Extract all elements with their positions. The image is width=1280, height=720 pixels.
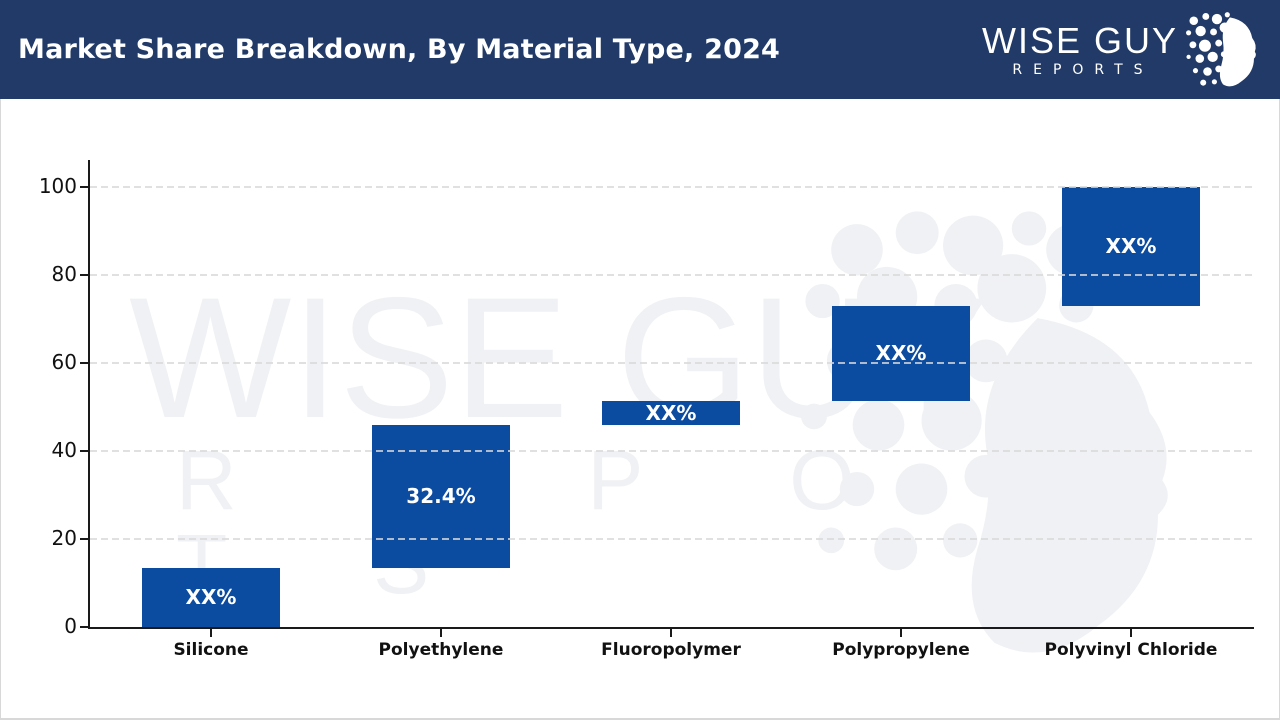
y-axis-tick-label: 80 (51, 262, 77, 286)
gridline (90, 538, 1254, 540)
gridline (90, 450, 1254, 452)
x-axis-category-label: Polyethylene (378, 640, 504, 660)
bar-value-label: XX% (185, 585, 237, 610)
y-axis-tick-mark (80, 274, 88, 276)
x-axis-category-label: Polypropylene (832, 640, 970, 660)
bar-value-label: 32.4% (406, 484, 476, 509)
y-axis-line (88, 160, 90, 629)
y-axis-tick-label: 20 (51, 526, 77, 550)
x-axis-line (88, 627, 1254, 629)
gridline (90, 362, 1254, 364)
y-axis-tick-label: 40 (51, 438, 77, 462)
brand-head-icon (1186, 11, 1256, 86)
brand-subname: REPORTS (1012, 61, 1154, 78)
y-axis-tick-mark (80, 362, 88, 364)
bar-value-label: XX% (645, 400, 697, 425)
y-axis-tick-label: 100 (38, 174, 77, 198)
x-axis-category-label: Silicone (173, 640, 249, 660)
bar-fluoropolymer: XX% (602, 400, 740, 426)
x-axis-category-label: Polyvinyl Chloride (1044, 640, 1218, 660)
x-axis-tick-mark (900, 629, 902, 637)
y-axis-tick-label: 60 (51, 350, 77, 374)
bar-polyvinyl-chloride: XX% (1062, 187, 1200, 306)
y-axis-tick-mark (80, 450, 88, 452)
brand-name: WISE GUY (981, 19, 1178, 61)
x-axis-tick-mark (210, 629, 212, 637)
brand-logo: WISE GUY REPORTS (982, 6, 1266, 94)
x-axis-category-label: Fluoropolymer (601, 640, 741, 660)
x-axis-tick-mark (1130, 629, 1132, 637)
y-axis-tick-mark (80, 538, 88, 540)
gridline (90, 274, 1254, 276)
bar-value-label: XX% (875, 341, 927, 366)
bar-silicone: XX% (142, 567, 280, 627)
gridline (90, 186, 1254, 188)
bar-polyethylene: 32.4% (372, 425, 510, 568)
header-bar: Market Share Breakdown, By Material Type… (0, 0, 1280, 99)
y-axis-tick-label: 0 (64, 614, 77, 638)
x-axis-tick-mark (440, 629, 442, 637)
bar-value-label: XX% (1105, 234, 1157, 259)
brand-logo-text: WISE GUY REPORTS (981, 19, 1178, 78)
x-axis-tick-mark (670, 629, 672, 637)
chart-title: Market Share Breakdown, By Material Type… (18, 34, 781, 65)
y-axis-tick-mark (80, 186, 88, 188)
y-axis-tick-mark (80, 626, 88, 628)
bar-polypropylene: XX% (832, 305, 970, 401)
